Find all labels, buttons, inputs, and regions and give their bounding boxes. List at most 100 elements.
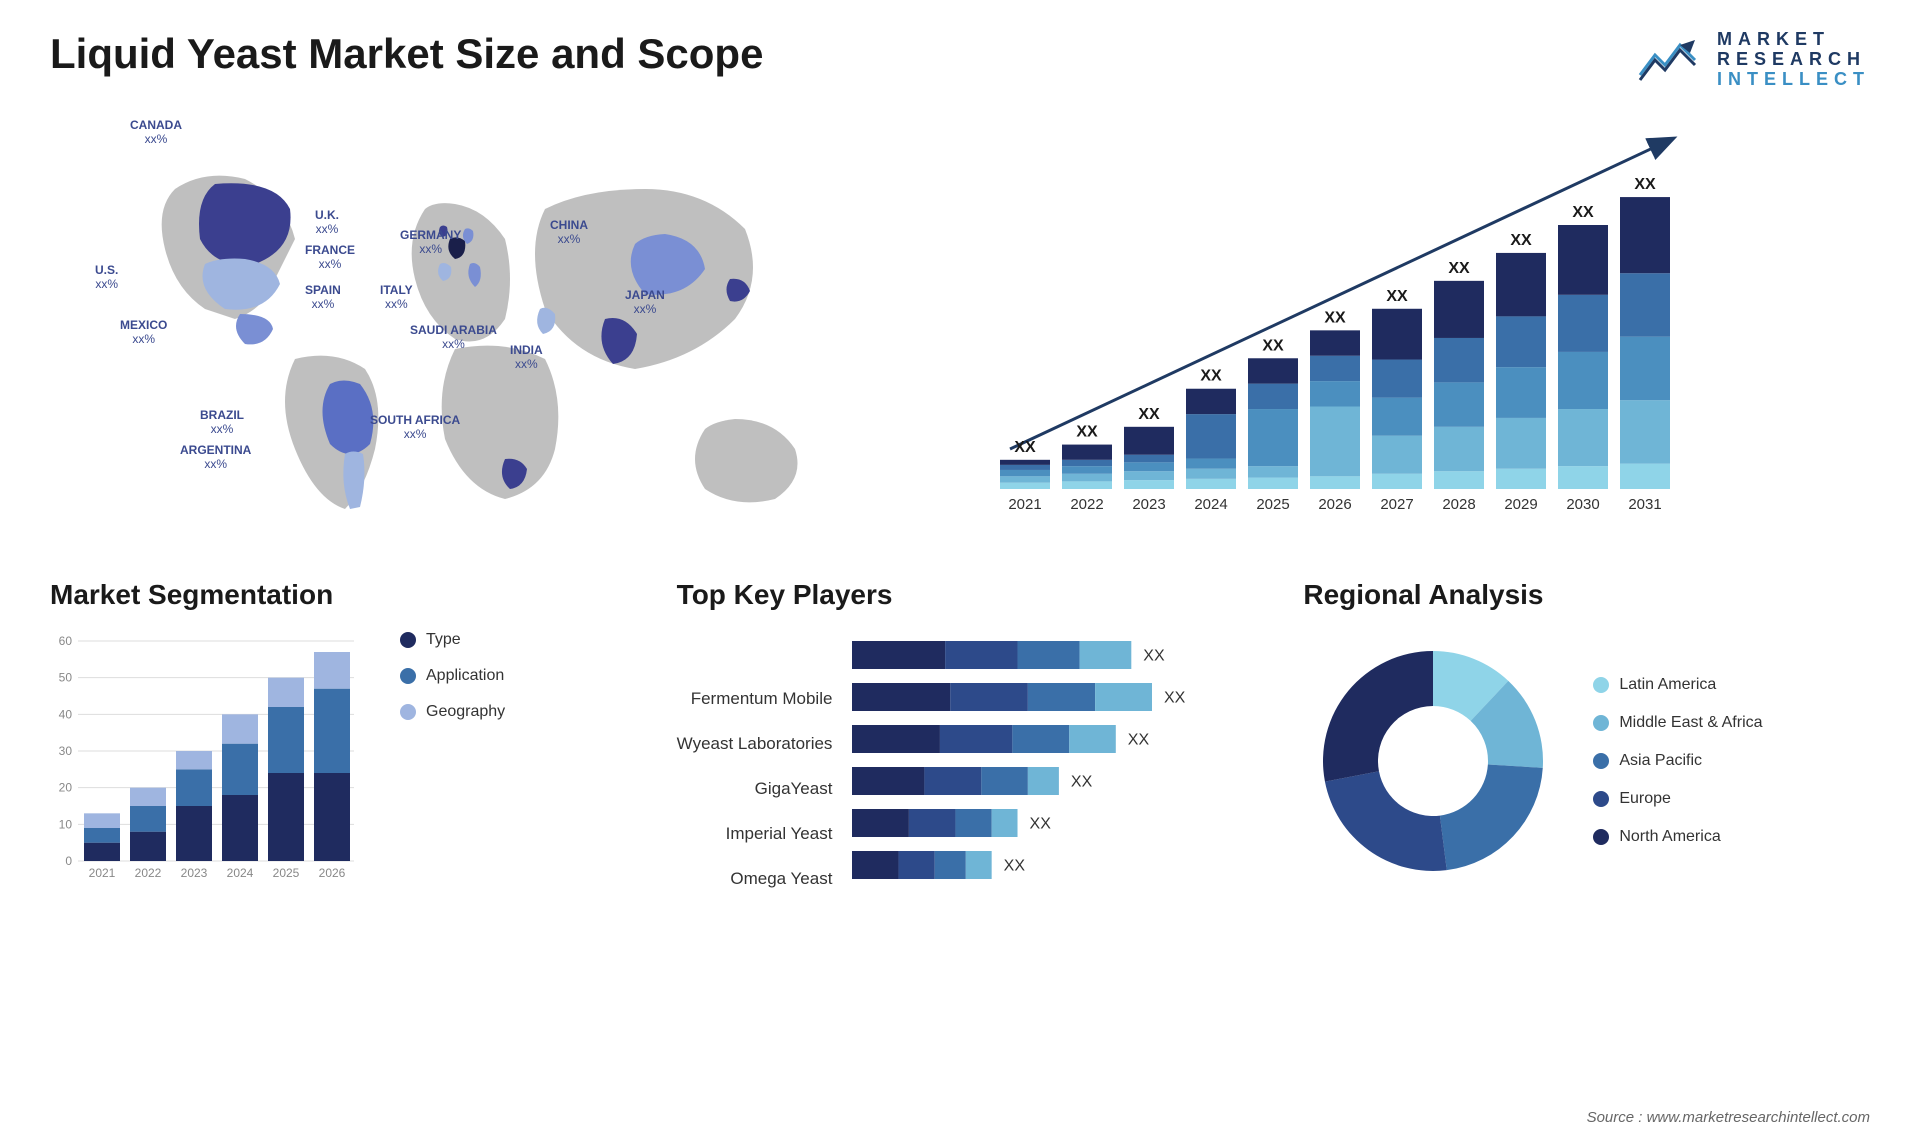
regional-panel: Regional Analysis Latin America Middle Ea… bbox=[1303, 579, 1870, 901]
svg-text:2028: 2028 bbox=[1442, 496, 1475, 513]
regional-legend: Latin America Middle East & Africa Asia Pa… bbox=[1593, 676, 1762, 846]
legend-swatch bbox=[400, 632, 416, 648]
svg-text:2025: 2025 bbox=[1256, 496, 1289, 513]
legend-label: Latin America bbox=[1619, 676, 1716, 694]
segmentation-chart: 0102030405060202120222023202420252026 bbox=[50, 631, 370, 891]
legend-label: Application bbox=[426, 667, 504, 685]
svg-text:XX: XX bbox=[1324, 310, 1346, 327]
svg-text:2030: 2030 bbox=[1566, 496, 1599, 513]
svg-text:40: 40 bbox=[59, 708, 73, 722]
logo-line-1: MARKET bbox=[1717, 30, 1870, 50]
logo-icon bbox=[1635, 35, 1705, 85]
regional-donut-chart bbox=[1303, 631, 1563, 891]
map-label-southafrica: SOUTH AFRICAxx% bbox=[370, 414, 460, 440]
legend-label: Europe bbox=[1619, 790, 1671, 808]
world-map-panel: CANADAxx%U.S.xx%MEXICOxx%BRAZILxx%ARGENT… bbox=[50, 109, 940, 529]
svg-text:2023: 2023 bbox=[181, 866, 208, 880]
map-label-canada: CANADAxx% bbox=[130, 119, 182, 145]
page-title: Liquid Yeast Market Size and Scope bbox=[50, 30, 763, 78]
svg-text:2029: 2029 bbox=[1504, 496, 1537, 513]
svg-text:XX: XX bbox=[1634, 176, 1656, 193]
svg-text:60: 60 bbox=[59, 634, 73, 648]
regional-legend-item: Asia Pacific bbox=[1593, 752, 1762, 770]
regional-legend-item: Middle East & Africa bbox=[1593, 714, 1762, 732]
legend-label: Geography bbox=[426, 703, 505, 721]
map-label-china: CHINAxx% bbox=[550, 219, 588, 245]
player-label: Wyeast Laboratories bbox=[677, 723, 833, 765]
svg-text:XX: XX bbox=[1510, 232, 1532, 249]
svg-text:XX: XX bbox=[1386, 288, 1408, 305]
player-label bbox=[677, 633, 833, 675]
svg-text:2026: 2026 bbox=[319, 866, 346, 880]
players-labels: Fermentum MobileWyeast LaboratoriesGigaY… bbox=[677, 631, 833, 901]
segmentation-title: Market Segmentation bbox=[50, 579, 617, 611]
player-label: Imperial Yeast bbox=[677, 813, 833, 855]
map-label-mexico: MEXICOxx% bbox=[120, 319, 167, 345]
svg-text:XX: XX bbox=[1262, 338, 1284, 355]
svg-text:0: 0 bbox=[65, 854, 72, 868]
svg-text:2022: 2022 bbox=[1070, 496, 1103, 513]
legend-swatch bbox=[1593, 753, 1609, 769]
regional-legend-item: North America bbox=[1593, 828, 1762, 846]
legend-swatch bbox=[400, 704, 416, 720]
growth-chart-panel: XX 2021 XX 2022 XX 2023 XX 2024 XX 2025 XX 2026 XX 20… bbox=[980, 109, 1870, 529]
source-attribution: Source : www.marketresearchintellect.com bbox=[1587, 1109, 1870, 1126]
segmentation-legend-item: Type bbox=[400, 631, 505, 649]
svg-text:50: 50 bbox=[59, 671, 73, 685]
players-bar-chart: XXXXXXXXXXXX bbox=[852, 631, 1232, 901]
svg-text:XX: XX bbox=[1138, 406, 1160, 423]
svg-text:30: 30 bbox=[59, 744, 73, 758]
svg-text:XX: XX bbox=[1144, 648, 1166, 665]
player-label: Omega Yeast bbox=[677, 858, 833, 900]
brand-logo: MARKET RESEARCH INTELLECT bbox=[1635, 30, 1870, 89]
svg-text:XX: XX bbox=[1076, 424, 1098, 441]
segmentation-panel: Market Segmentation 0 10 20 30 40 50 60 2021 202… bbox=[50, 579, 617, 901]
legend-label: Middle East & Africa bbox=[1619, 714, 1762, 732]
legend-swatch bbox=[1593, 829, 1609, 845]
map-label-japan: JAPANxx% bbox=[625, 289, 665, 315]
regional-legend-item: Europe bbox=[1593, 790, 1762, 808]
regional-title: Regional Analysis bbox=[1303, 579, 1870, 611]
svg-text:2026: 2026 bbox=[1318, 496, 1351, 513]
legend-swatch bbox=[400, 668, 416, 684]
legend-label: Asia Pacific bbox=[1619, 752, 1702, 770]
svg-text:2021: 2021 bbox=[1008, 496, 1041, 513]
logo-line-3: INTELLECT bbox=[1717, 70, 1870, 90]
player-label: GigaYeast bbox=[677, 768, 833, 810]
svg-text:2021: 2021 bbox=[89, 866, 116, 880]
svg-text:XX: XX bbox=[1448, 260, 1470, 277]
logo-line-2: RESEARCH bbox=[1717, 50, 1870, 70]
map-label-germany: GERMANYxx% bbox=[400, 229, 461, 255]
svg-text:2025: 2025 bbox=[273, 866, 300, 880]
map-label-italy: ITALYxx% bbox=[380, 284, 413, 310]
legend-swatch bbox=[1593, 791, 1609, 807]
player-label: Fermentum Mobile bbox=[677, 678, 833, 720]
map-label-india: INDIAxx% bbox=[510, 344, 543, 370]
map-label-france: FRANCExx% bbox=[305, 244, 355, 270]
map-label-spain: SPAINxx% bbox=[305, 284, 341, 310]
legend-swatch bbox=[1593, 715, 1609, 731]
svg-text:2027: 2027 bbox=[1380, 496, 1413, 513]
svg-text:XX: XX bbox=[1030, 816, 1052, 833]
map-label-saudiarabia: SAUDI ARABIAxx% bbox=[410, 324, 497, 350]
segmentation-legend-item: Geography bbox=[400, 703, 505, 721]
segmentation-legend: Type Application Geography bbox=[400, 631, 505, 721]
svg-text:10: 10 bbox=[59, 818, 73, 832]
svg-text:XX: XX bbox=[1128, 732, 1150, 749]
svg-text:20: 20 bbox=[59, 781, 73, 795]
svg-text:2024: 2024 bbox=[1194, 496, 1227, 513]
regional-legend-item: Latin America bbox=[1593, 676, 1762, 694]
growth-stacked-bar-chart: XX 2021 XX 2022 XX 2023 XX 2024 XX 2025 XX 2026 XX 20… bbox=[980, 109, 1700, 529]
players-title: Top Key Players bbox=[677, 579, 1244, 611]
map-label-brazil: BRAZILxx% bbox=[200, 409, 244, 435]
svg-text:XX: XX bbox=[1071, 774, 1093, 791]
svg-text:XX: XX bbox=[1004, 858, 1026, 875]
map-label-uk: U.K.xx% bbox=[315, 209, 339, 235]
players-panel: Top Key Players Fermentum MobileWyeast L… bbox=[677, 579, 1244, 901]
svg-text:2023: 2023 bbox=[1132, 496, 1165, 513]
legend-label: North America bbox=[1619, 828, 1720, 846]
legend-swatch bbox=[1593, 677, 1609, 693]
svg-text:XX: XX bbox=[1014, 439, 1036, 456]
svg-text:2031: 2031 bbox=[1628, 496, 1661, 513]
map-label-argentina: ARGENTINAxx% bbox=[180, 444, 251, 470]
